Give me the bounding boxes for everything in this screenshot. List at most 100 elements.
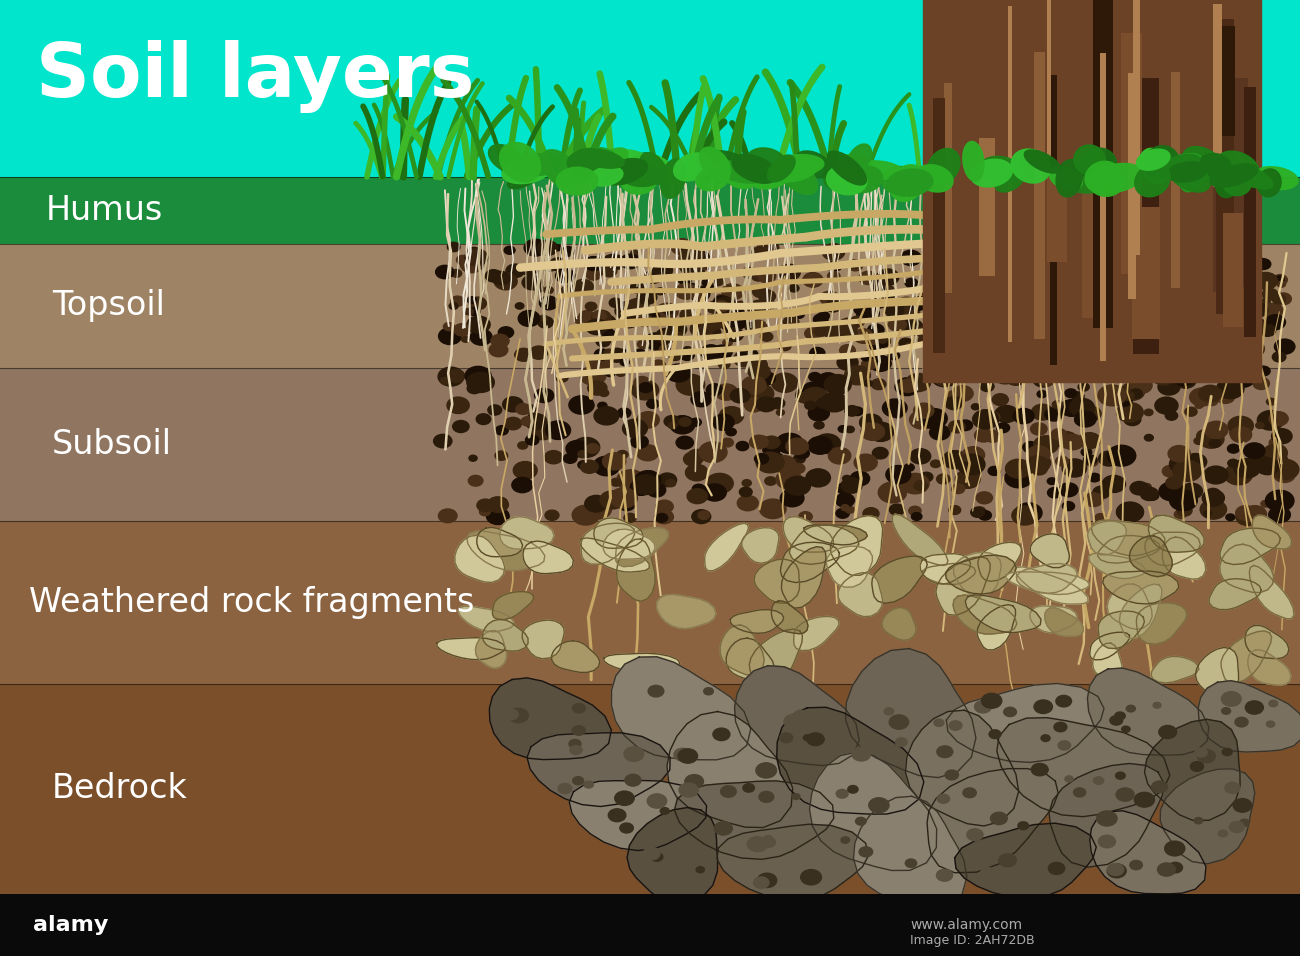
Circle shape — [615, 302, 638, 319]
Circle shape — [1204, 467, 1228, 484]
Circle shape — [1236, 506, 1256, 520]
Circle shape — [1160, 275, 1179, 289]
Circle shape — [852, 407, 863, 416]
Circle shape — [595, 315, 616, 330]
Circle shape — [599, 490, 624, 509]
Circle shape — [794, 710, 806, 719]
Circle shape — [637, 412, 659, 428]
Circle shape — [689, 286, 710, 301]
Circle shape — [926, 310, 939, 318]
Bar — [1121, 33, 1141, 274]
Circle shape — [754, 453, 768, 464]
Circle shape — [601, 265, 618, 276]
Circle shape — [1062, 316, 1076, 326]
Circle shape — [723, 323, 733, 330]
Circle shape — [859, 272, 878, 285]
Circle shape — [893, 315, 906, 325]
Circle shape — [623, 420, 647, 438]
Circle shape — [818, 373, 839, 388]
Circle shape — [588, 380, 607, 395]
Circle shape — [949, 506, 961, 514]
Circle shape — [1265, 490, 1294, 511]
Text: Soil layers: Soil layers — [36, 40, 474, 113]
Circle shape — [715, 353, 729, 363]
Circle shape — [956, 470, 980, 489]
Bar — [944, 83, 953, 293]
Circle shape — [572, 505, 599, 525]
Polygon shape — [1006, 572, 1089, 595]
Circle shape — [758, 436, 768, 445]
Circle shape — [525, 414, 547, 429]
Circle shape — [1257, 410, 1284, 430]
Circle shape — [1041, 735, 1050, 742]
Bar — [1093, 0, 1113, 329]
Circle shape — [919, 295, 939, 310]
Polygon shape — [746, 148, 786, 177]
Circle shape — [480, 508, 490, 515]
Circle shape — [712, 345, 732, 359]
Circle shape — [1218, 324, 1232, 335]
Circle shape — [651, 267, 667, 278]
Circle shape — [625, 774, 641, 786]
Circle shape — [1190, 388, 1214, 406]
Circle shape — [702, 326, 720, 339]
Circle shape — [1169, 242, 1188, 255]
Circle shape — [722, 284, 744, 300]
Circle shape — [497, 498, 507, 506]
Polygon shape — [767, 155, 796, 182]
Circle shape — [1023, 442, 1037, 453]
Circle shape — [838, 425, 848, 432]
Circle shape — [1136, 252, 1154, 267]
Circle shape — [849, 260, 861, 269]
Polygon shape — [978, 542, 1022, 581]
Circle shape — [469, 455, 477, 461]
Circle shape — [491, 335, 510, 348]
Circle shape — [569, 739, 581, 749]
Circle shape — [1160, 482, 1184, 501]
Circle shape — [515, 348, 532, 361]
Circle shape — [569, 746, 582, 754]
Circle shape — [688, 449, 706, 463]
Polygon shape — [784, 516, 833, 553]
Circle shape — [1082, 448, 1092, 456]
Polygon shape — [1089, 632, 1130, 660]
Polygon shape — [1024, 150, 1061, 173]
Polygon shape — [1144, 719, 1240, 820]
Polygon shape — [1130, 536, 1173, 576]
Circle shape — [971, 508, 984, 517]
Bar — [1049, 75, 1057, 365]
Bar — [1128, 73, 1136, 299]
Circle shape — [803, 735, 811, 741]
Circle shape — [462, 337, 469, 342]
Polygon shape — [599, 157, 638, 184]
Circle shape — [1095, 349, 1118, 366]
Circle shape — [706, 383, 723, 396]
Circle shape — [871, 379, 887, 390]
Circle shape — [1239, 320, 1253, 331]
Circle shape — [616, 469, 645, 490]
Circle shape — [1013, 408, 1034, 424]
Circle shape — [586, 319, 607, 335]
Bar — [1132, 77, 1160, 355]
Polygon shape — [810, 752, 937, 871]
Circle shape — [438, 509, 458, 523]
Circle shape — [961, 456, 968, 462]
Circle shape — [534, 285, 543, 292]
Circle shape — [724, 328, 744, 341]
Circle shape — [1170, 454, 1196, 473]
Circle shape — [841, 836, 850, 843]
Circle shape — [750, 435, 768, 448]
Circle shape — [1144, 295, 1160, 307]
Circle shape — [438, 367, 464, 386]
Polygon shape — [827, 546, 872, 587]
Polygon shape — [771, 600, 809, 634]
Circle shape — [593, 311, 606, 320]
Circle shape — [1083, 455, 1097, 465]
Circle shape — [1102, 475, 1126, 492]
Circle shape — [845, 426, 854, 433]
Circle shape — [975, 429, 992, 442]
Circle shape — [745, 323, 754, 330]
Circle shape — [793, 311, 805, 318]
Circle shape — [1026, 323, 1040, 333]
Circle shape — [933, 719, 944, 727]
